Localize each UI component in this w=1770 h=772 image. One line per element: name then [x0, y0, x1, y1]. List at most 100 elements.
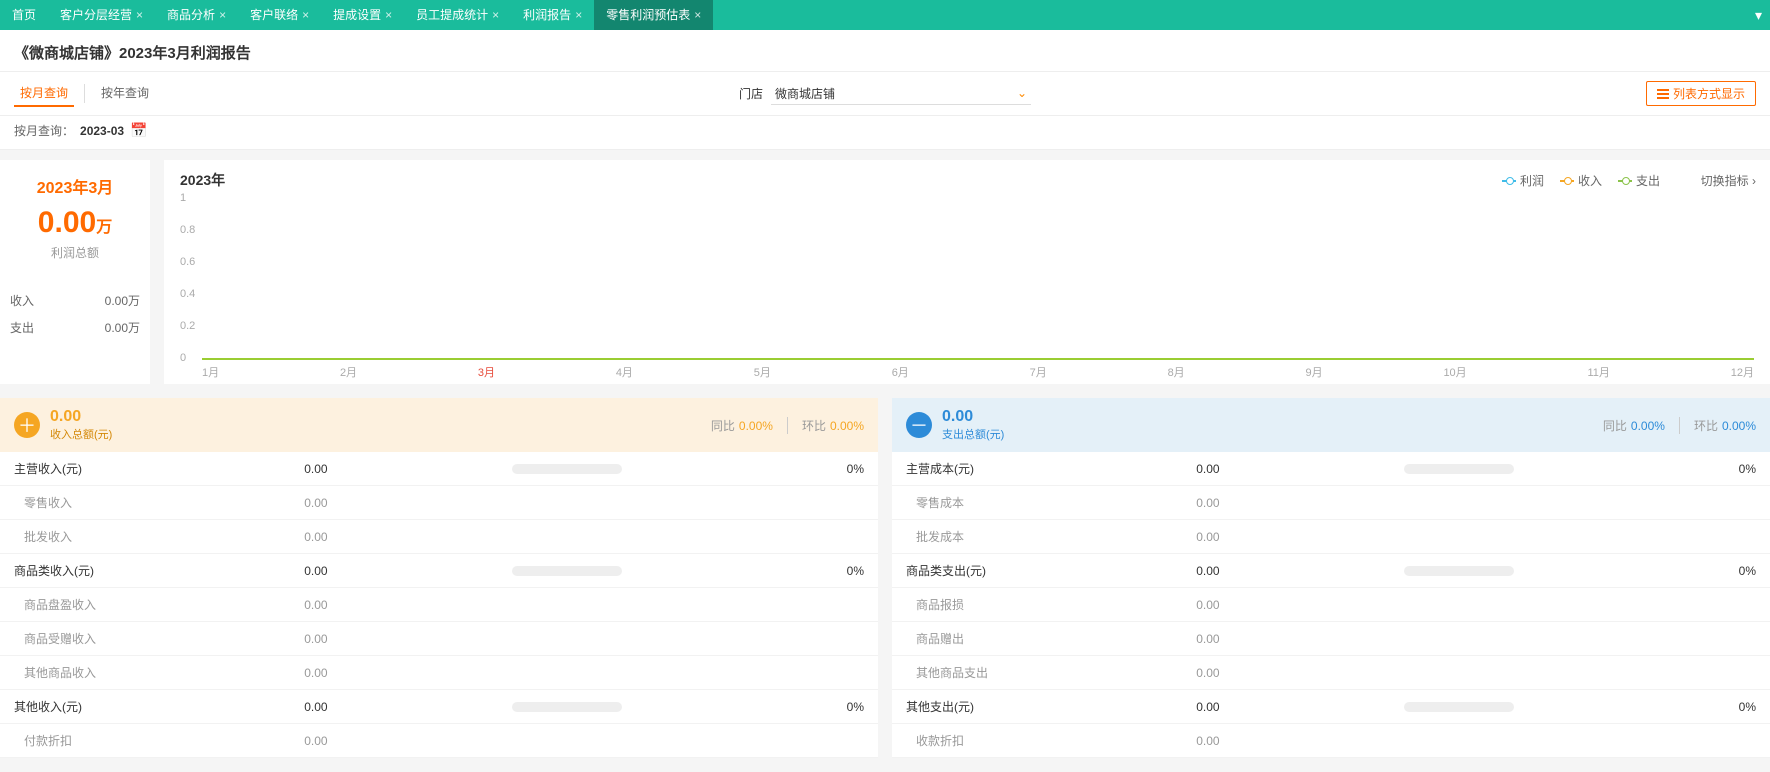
row-value: 0.00: [1196, 462, 1403, 476]
y-tick-label: 0: [180, 352, 186, 364]
query-bar: 按月查询 按年查询 门店 微商城店铺 ⌄ 列表方式显示: [0, 72, 1770, 116]
income-yoy-value: 0.00%: [739, 419, 773, 433]
tab-query-month[interactable]: 按月查询: [14, 80, 74, 107]
expense-label: 支出总额(元): [942, 426, 1004, 442]
table-row: 商品赠出0.00: [892, 622, 1770, 656]
table-row: 其他收入(元)0.000%: [0, 690, 878, 724]
store-value: 微商城店铺: [775, 85, 835, 102]
top-tab[interactable]: 零售利润预估表×: [594, 0, 713, 30]
row-name: 零售成本: [906, 494, 1196, 511]
legend-item: 收入: [1560, 172, 1602, 189]
close-icon[interactable]: ×: [694, 8, 701, 22]
expense-yoy-label: 同比: [1603, 419, 1627, 433]
row-name: 商品类收入(元): [14, 562, 304, 579]
switch-metric-button[interactable]: 切换指标 ›: [1701, 172, 1756, 189]
store-dropdown[interactable]: 微商城店铺 ⌄: [771, 83, 1031, 105]
profit-unit: 万: [96, 219, 112, 236]
income-amount: 0.00: [50, 408, 112, 426]
expense-table: 主营成本(元)0.000%零售成本0.00批发成本0.00商品类支出(元)0.0…: [892, 452, 1770, 758]
legend-marker-icon: [1618, 177, 1632, 185]
table-row: 其他商品收入0.00: [0, 656, 878, 690]
summary-income-value: 0.00万: [105, 292, 140, 309]
tab-query-year[interactable]: 按年查询: [95, 80, 155, 107]
chevron-down-icon: ⌄: [1017, 86, 1027, 100]
profit-summary-card: 2023年3月 0.00万 利润总额 收入0.00万 支出0.00万: [0, 160, 150, 384]
x-tick-label: 3月: [478, 364, 495, 380]
top-tab[interactable]: 客户分层经营×: [48, 0, 155, 30]
row-value: 0.00: [304, 734, 511, 748]
y-tick-label: 0.4: [180, 288, 195, 300]
row-name: 收款折扣: [906, 732, 1196, 749]
profit-amount: 0.00万: [10, 208, 140, 238]
row-value: 0.00: [304, 666, 511, 680]
row-value: 0.00: [1196, 496, 1403, 510]
close-icon[interactable]: ×: [492, 8, 499, 22]
table-row: 付款折扣0.00: [0, 724, 878, 758]
table-row: 批发收入0.00: [0, 520, 878, 554]
progress-bar: [1404, 566, 1514, 576]
list-mode-label: 列表方式显示: [1673, 85, 1745, 102]
top-tab-bar: 首页客户分层经营×商品分析×客户联络×提成设置×员工提成统计×利润报告×零售利润…: [0, 0, 1770, 30]
calendar-icon[interactable]: 📅: [130, 122, 147, 139]
expense-icon: －: [906, 412, 932, 438]
list-mode-button[interactable]: 列表方式显示: [1646, 81, 1756, 106]
top-tab[interactable]: 员工提成统计×: [404, 0, 511, 30]
row-name: 商品类支出(元): [906, 562, 1196, 579]
legend-label: 收入: [1578, 172, 1602, 189]
row-name: 商品受赠收入: [14, 630, 304, 647]
table-row: 主营收入(元)0.000%: [0, 452, 878, 486]
close-icon[interactable]: ×: [575, 8, 582, 22]
row-name: 其他支出(元): [906, 698, 1196, 715]
row-name: 其他商品支出: [906, 664, 1196, 681]
row-name: 零售收入: [14, 494, 304, 511]
income-label: 收入总额(元): [50, 426, 112, 442]
summary-period: 2023年3月: [10, 174, 140, 198]
store-selector: 门店 微商城店铺 ⌄: [739, 83, 1031, 105]
top-tab[interactable]: 客户联络×: [238, 0, 321, 30]
row-pct: 0%: [760, 700, 864, 714]
income-icon: ＋: [14, 412, 40, 438]
expense-amount: 0.00: [942, 408, 1004, 426]
row-name: 商品赠出: [906, 630, 1196, 647]
close-icon[interactable]: ×: [219, 8, 226, 22]
page-title: 《微商城店铺》2023年3月利润报告: [0, 30, 1770, 72]
row-pct: 0%: [760, 462, 864, 476]
table-row: 批发成本0.00: [892, 520, 1770, 554]
row-value: 0.00: [1196, 632, 1403, 646]
subquery-row: 按月查询： 2023-03 📅: [0, 116, 1770, 150]
summary-expense-label: 支出: [10, 319, 34, 336]
chart-area: 10.80.60.40.201月2月3月4月5月6月7月8月9月10月11月12…: [180, 198, 1754, 378]
x-tick-label: 8月: [1168, 364, 1185, 380]
store-label: 门店: [739, 85, 763, 102]
row-pct: 0%: [1652, 462, 1756, 476]
table-row: 零售成本0.00: [892, 486, 1770, 520]
close-icon[interactable]: ×: [302, 8, 309, 22]
top-tab[interactable]: 利润报告×: [511, 0, 594, 30]
y-tick-label: 0.6: [180, 256, 195, 268]
row-name: 付款折扣: [14, 732, 304, 749]
progress-bar: [512, 566, 622, 576]
x-tick-label: 10月: [1443, 364, 1466, 380]
x-tick-label: 11月: [1588, 364, 1610, 380]
x-tick-label: 4月: [616, 364, 633, 380]
top-tab[interactable]: 首页: [0, 0, 48, 30]
expense-panel: － 0.00 支出总额(元) 同比0.00% 环比0.00% 主营成本(元)0.…: [892, 398, 1770, 758]
subquery-value: 2023-03: [80, 124, 124, 138]
row-value: 0.00: [1196, 666, 1403, 680]
table-row: 商品类支出(元)0.000%: [892, 554, 1770, 588]
x-tick-label: 7月: [1030, 364, 1047, 380]
close-icon[interactable]: ×: [385, 8, 392, 22]
row-name: 商品盘盈收入: [14, 596, 304, 613]
close-icon[interactable]: ×: [136, 8, 143, 22]
top-tab[interactable]: 商品分析×: [155, 0, 238, 30]
progress-bar: [512, 464, 622, 474]
row-value: 0.00: [304, 530, 511, 544]
x-tick-label: 12月: [1731, 364, 1754, 380]
topbar-dropdown-icon[interactable]: ▾: [1755, 0, 1762, 30]
row-name: 主营收入(元): [14, 460, 304, 477]
list-icon: [1657, 89, 1669, 99]
legend-item: 支出: [1618, 172, 1660, 189]
top-tab[interactable]: 提成设置×: [321, 0, 404, 30]
table-row: 零售收入0.00: [0, 486, 878, 520]
legend-marker-icon: [1560, 177, 1574, 185]
